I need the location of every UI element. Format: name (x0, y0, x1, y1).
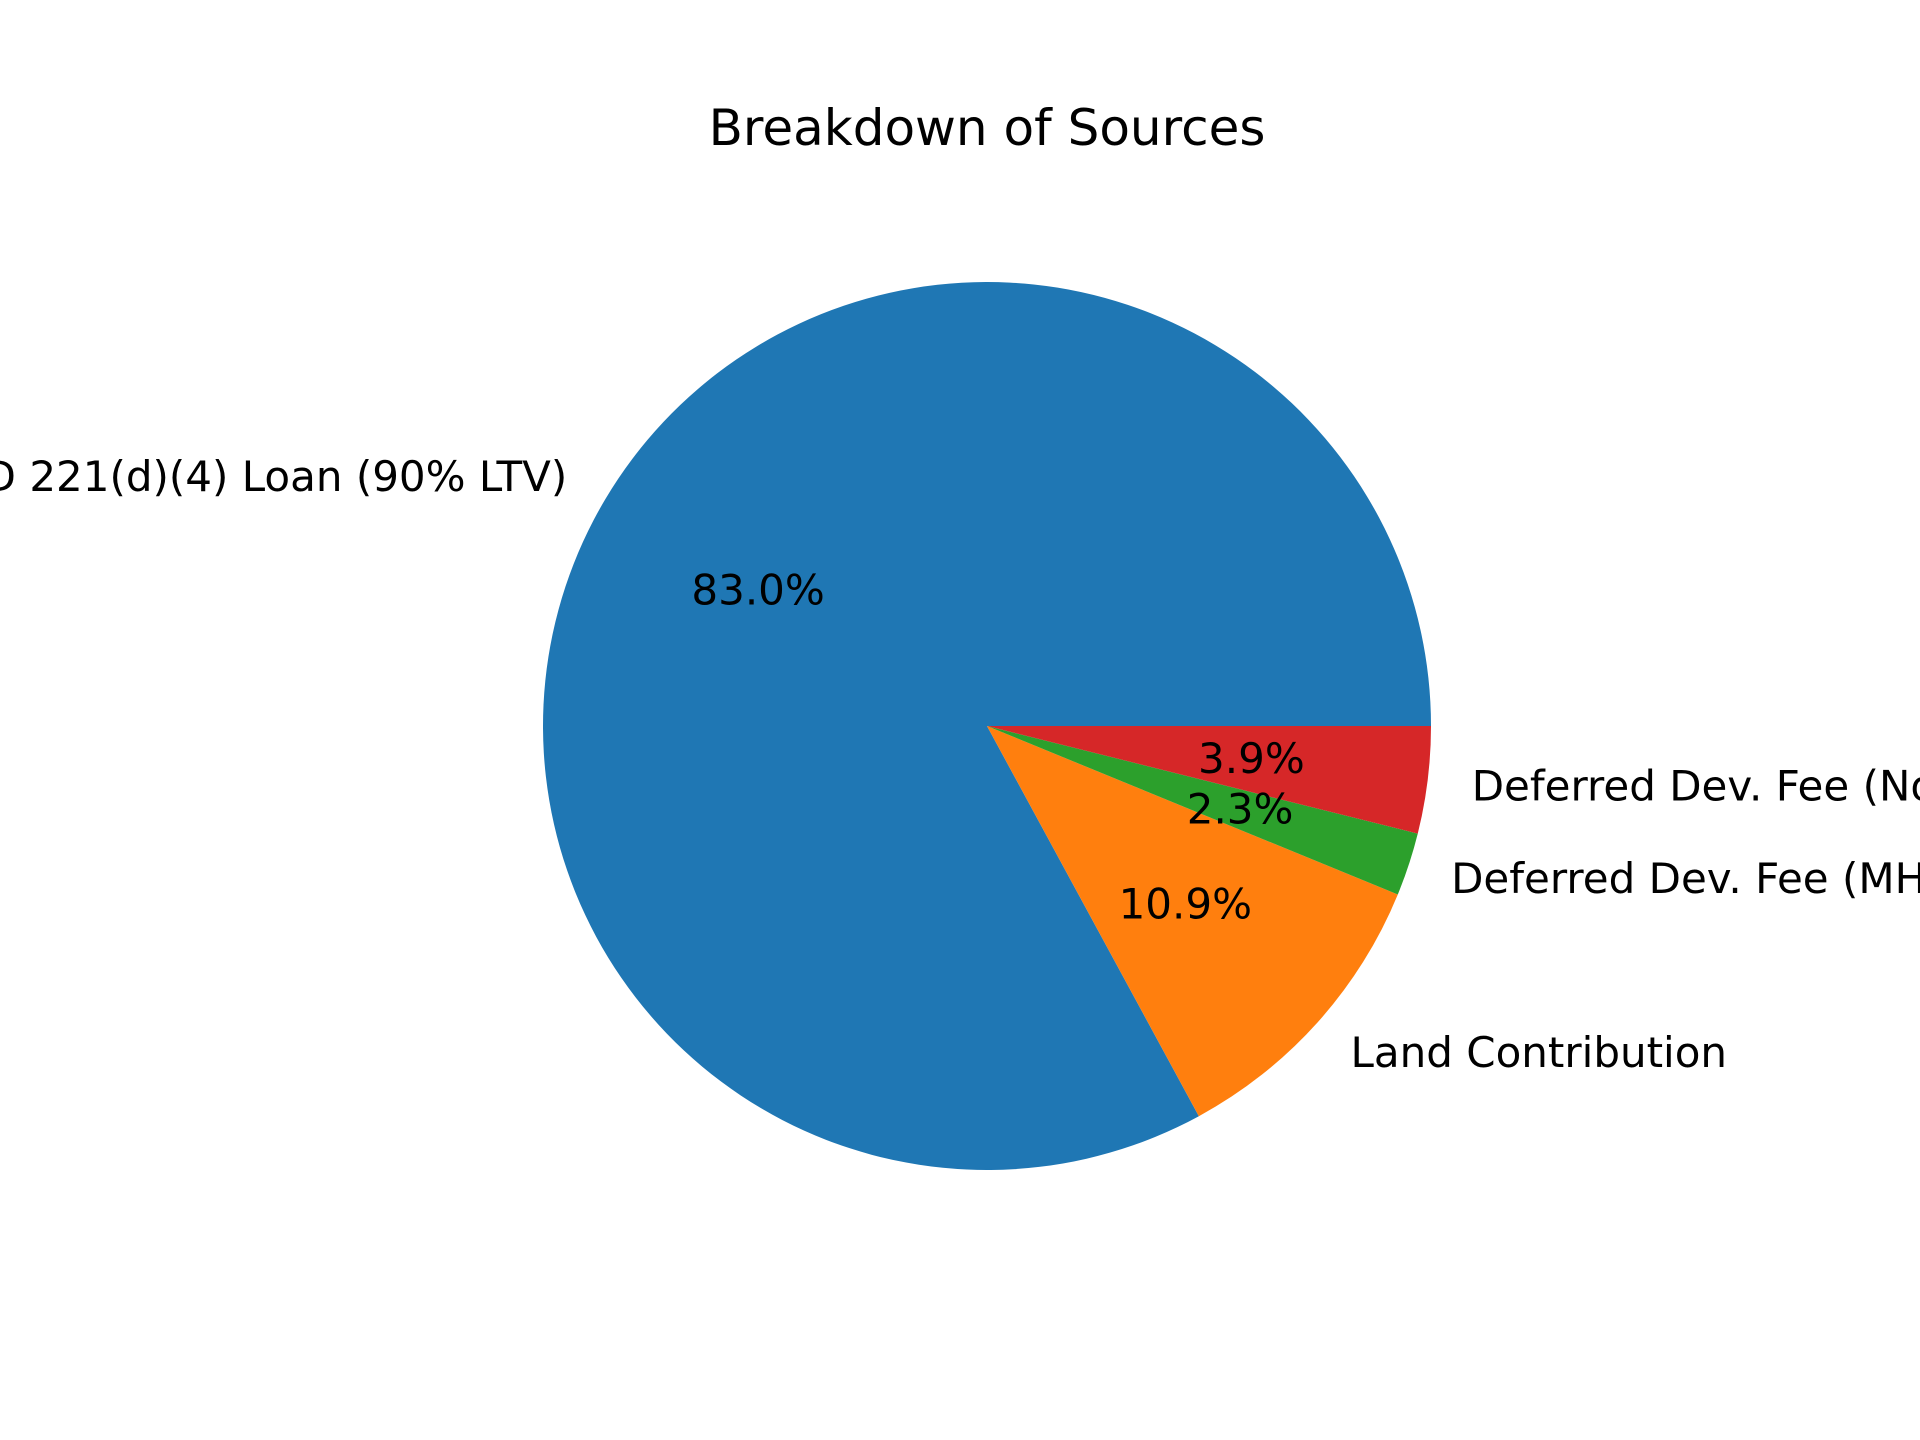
slice-label-hud-loan: D 221(d)(4) Loan (90% LTV) (0, 452, 567, 501)
pie-percentage-labels: 83.0% 10.9% 2.3% 3.9% (691, 566, 1304, 929)
pie-slice-deferred-fee-mhdc (987, 726, 1418, 895)
pie-slice-hud-loan (543, 282, 1431, 1171)
pct-label-deferred-fee-non: 3.9% (1198, 734, 1305, 783)
pct-label-land-contribution: 10.9% (1119, 880, 1252, 929)
chart-title: Breakdown of Sources (709, 99, 1266, 157)
pct-label-deferred-fee-mhdc: 2.3% (1187, 785, 1294, 834)
pie-category-labels: D 221(d)(4) Loan (90% LTV) Land Contribu… (0, 452, 1920, 1077)
slice-label-land-contribution: Land Contribution (1351, 1028, 1728, 1077)
pie-slice-deferred-fee-non (987, 726, 1431, 834)
pie-slice-land-contribution (987, 726, 1398, 1117)
slice-label-deferred-fee-non: Deferred Dev. Fee (No (1472, 761, 1920, 810)
slice-label-deferred-fee-mhdc: Deferred Dev. Fee (MH (1451, 854, 1920, 903)
pct-label-hud-loan: 83.0% (691, 566, 824, 615)
pie-wedges (543, 282, 1431, 1171)
